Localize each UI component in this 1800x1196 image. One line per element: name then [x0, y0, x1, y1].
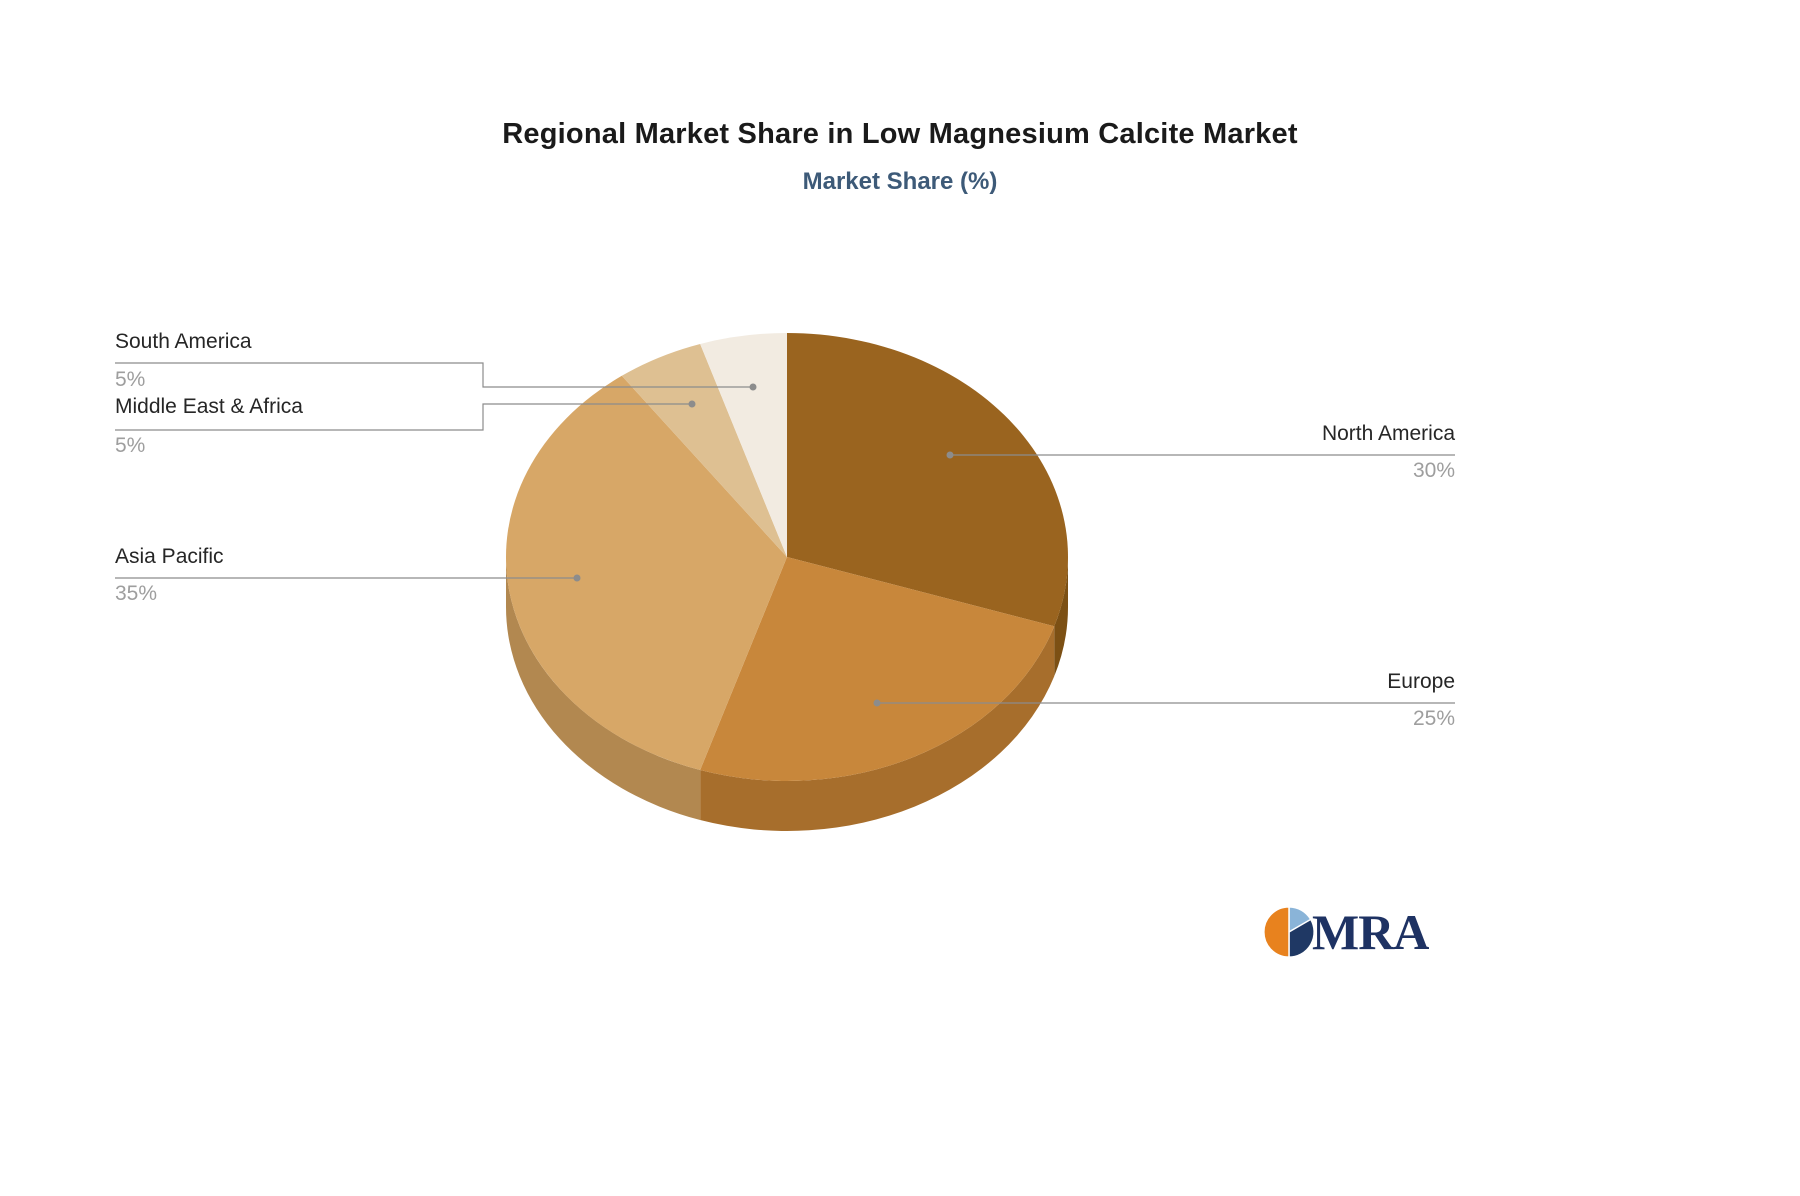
- logo-wedge-orange: [1263, 906, 1290, 958]
- slice-percent: 5%: [115, 368, 146, 391]
- callout-asia-pacific: Asia Pacific 35%: [115, 544, 224, 607]
- logo-wedge-navy: [1288, 918, 1315, 958]
- slice-asia-pacific: [505, 375, 787, 771]
- callout-europe: Europe 25%: [1387, 669, 1455, 732]
- callout-middle-east-africa: Middle East & Africa 5%: [115, 394, 303, 459]
- chart-subtitle: Market Share (%): [802, 168, 998, 195]
- slice-label: Middle East & Africa: [115, 395, 303, 418]
- leader-south-america: [115, 362, 753, 388]
- leader-south-america-dot: [749, 383, 757, 391]
- leader-asia-pacific-dot: [573, 574, 581, 582]
- mra-logo: MRA: [1260, 901, 1480, 963]
- callout-south-america: South America 5%: [115, 329, 252, 393]
- leader-north-america-dot: [946, 451, 954, 459]
- chart-title: Regional Market Share in Low Magnesium C…: [502, 118, 1298, 150]
- slice-percent: 25%: [1412, 707, 1455, 730]
- mra-logo-text: MRA: [1312, 904, 1429, 960]
- slice-south-america: [700, 333, 787, 557]
- slice-middle-east-africa: [621, 343, 787, 557]
- slice-europe-side: [700, 626, 1055, 831]
- leader-middle-east-africa-dot: [688, 400, 696, 408]
- slice-percent: 30%: [1412, 459, 1455, 482]
- slice-label: South America: [115, 330, 252, 353]
- slice-label: North America: [1321, 422, 1455, 445]
- slice-percent: 35%: [115, 582, 158, 605]
- slice-europe: [700, 557, 1055, 781]
- slice-label: Asia Pacific: [115, 545, 224, 568]
- slice-percent: 5%: [115, 434, 146, 457]
- slice-asia-pacific-side: [506, 557, 701, 821]
- slice-north-america: [787, 333, 1068, 627]
- callout-north-america: North America 30%: [1322, 421, 1455, 484]
- slice-label: Europe: [1387, 670, 1455, 693]
- leader-middle-east-africa: [115, 403, 692, 431]
- leader-europe-dot: [873, 699, 881, 707]
- slice-north-america-side: [1054, 557, 1068, 677]
- mra-logo-icon: [1263, 906, 1315, 958]
